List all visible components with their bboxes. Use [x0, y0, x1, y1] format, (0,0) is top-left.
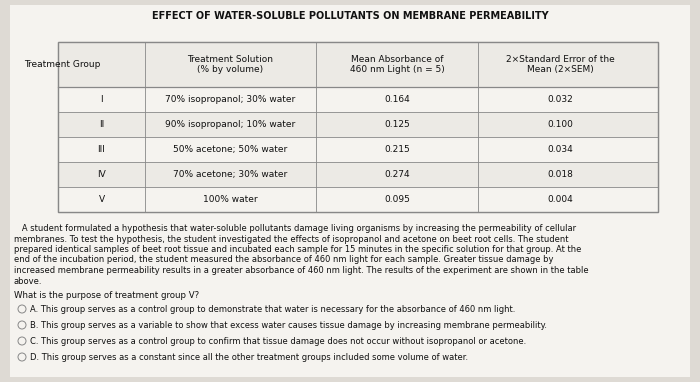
Text: What is the purpose of treatment group V?: What is the purpose of treatment group V…: [14, 291, 199, 300]
Text: 2×Standard Error of the
Mean (2×SEM): 2×Standard Error of the Mean (2×SEM): [506, 55, 615, 74]
Text: above.: above.: [14, 277, 43, 285]
Text: II: II: [99, 120, 104, 129]
Bar: [58, 42, 658, 212]
Text: 0.095: 0.095: [384, 195, 410, 204]
Bar: [58, 87, 658, 112]
Text: III: III: [97, 145, 106, 154]
Text: A. This group serves as a control group to demonstrate that water is necessary f: A. This group serves as a control group …: [30, 305, 515, 314]
Text: 70% isopropanol; 30% water: 70% isopropanol; 30% water: [165, 95, 295, 104]
Bar: [58, 112, 658, 137]
Bar: [58, 137, 658, 162]
Bar: [58, 42, 658, 212]
Text: prepared identical samples of beet root tissue and incubated each sample for 15 : prepared identical samples of beet root …: [14, 245, 582, 254]
Text: V: V: [99, 195, 104, 204]
Text: 0.034: 0.034: [547, 145, 573, 154]
Text: I: I: [100, 95, 103, 104]
Text: 50% acetone; 50% water: 50% acetone; 50% water: [174, 145, 288, 154]
Text: membranes. To test the hypothesis, the student investigated the effects of isopr: membranes. To test the hypothesis, the s…: [14, 235, 568, 243]
Text: end of the incubation period, the student measured the absorbance of 460 nm ligh: end of the incubation period, the studen…: [14, 256, 554, 264]
Text: 0.215: 0.215: [384, 145, 410, 154]
Text: EFFECT OF WATER-SOLUBLE POLLUTANTS ON MEMBRANE PERMEABILITY: EFFECT OF WATER-SOLUBLE POLLUTANTS ON ME…: [152, 11, 548, 21]
Text: Treatment Group: Treatment Group: [24, 60, 100, 69]
Text: 90% isopropanol; 10% water: 90% isopropanol; 10% water: [165, 120, 295, 129]
Text: 70% acetone; 30% water: 70% acetone; 30% water: [174, 170, 288, 179]
Text: Treatment Solution
(% by volume): Treatment Solution (% by volume): [188, 55, 274, 74]
Text: A student formulated a hypothesis that water-soluble pollutants damage living or: A student formulated a hypothesis that w…: [14, 224, 576, 233]
Text: 0.100: 0.100: [547, 120, 573, 129]
Text: increased membrane permeability results in a greater absorbance of 460 nm light.: increased membrane permeability results …: [14, 266, 589, 275]
Bar: [58, 162, 658, 187]
Text: 0.004: 0.004: [547, 195, 573, 204]
Bar: [58, 42, 658, 87]
Text: B. This group serves as a variable to show that excess water causes tissue damag: B. This group serves as a variable to sh…: [30, 321, 547, 330]
Text: 0.274: 0.274: [384, 170, 409, 179]
Text: 0.125: 0.125: [384, 120, 410, 129]
Text: 0.164: 0.164: [384, 95, 410, 104]
Text: 0.032: 0.032: [547, 95, 573, 104]
Text: C. This group serves as a control group to confirm that tissue damage does not o: C. This group serves as a control group …: [30, 337, 526, 346]
Text: Mean Absorbance of
460 nm Light (n = 5): Mean Absorbance of 460 nm Light (n = 5): [349, 55, 444, 74]
Text: 100% water: 100% water: [203, 195, 258, 204]
Text: IV: IV: [97, 170, 106, 179]
Text: 0.018: 0.018: [547, 170, 573, 179]
Bar: [58, 187, 658, 212]
Text: D. This group serves as a constant since all the other treatment groups included: D. This group serves as a constant since…: [30, 353, 468, 362]
